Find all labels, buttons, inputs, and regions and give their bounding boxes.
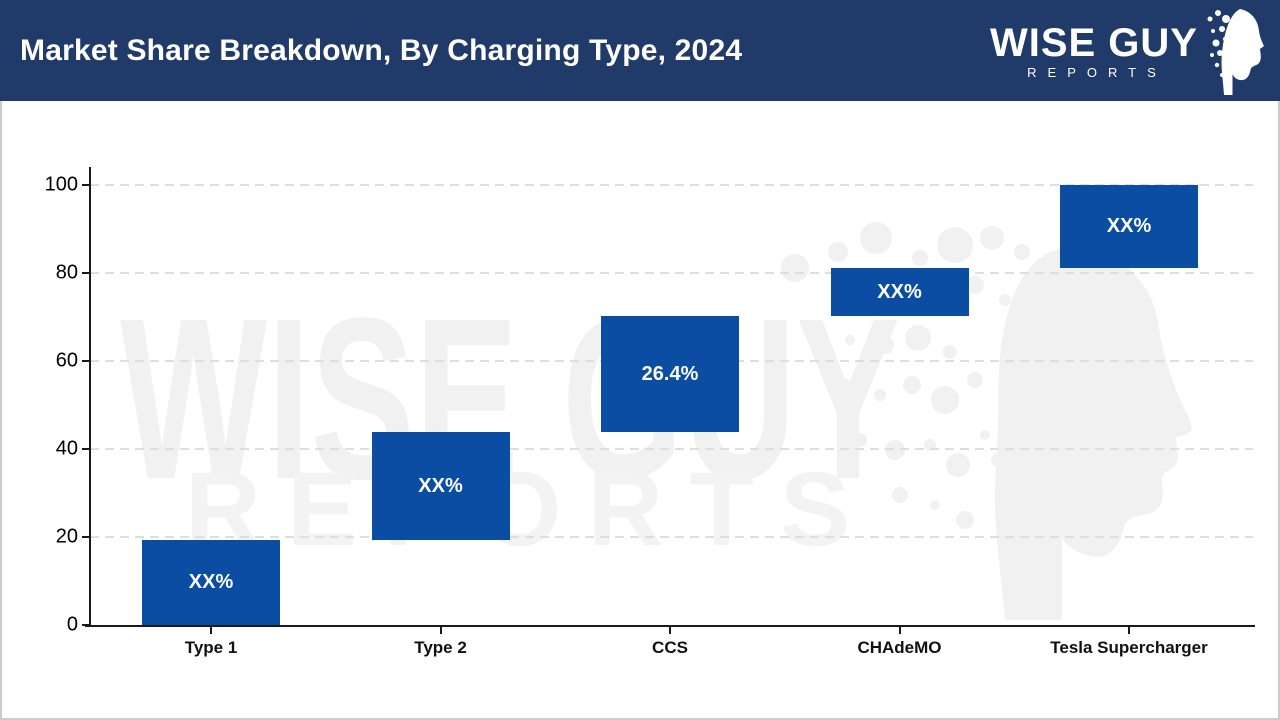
- gridline-100: [90, 184, 1253, 186]
- x-tick-mark-4: [898, 627, 901, 634]
- page-border-right: [1278, 101, 1280, 720]
- logo-face-icon: [1207, 8, 1264, 95]
- bar-value-label: XX%: [1106, 215, 1152, 238]
- y-tick-label-100: 100: [44, 173, 78, 196]
- watermark-wiseguy-text: WISE GUY: [120, 270, 900, 527]
- x-tick-mark-2: [439, 627, 442, 634]
- y-tick-label-80: 80: [55, 261, 78, 284]
- y-tick-mark-60: [82, 360, 89, 362]
- gridline-20: [90, 536, 1253, 538]
- y-tick-label-0: 0: [66, 613, 78, 636]
- page-border-bottom: [0, 718, 1280, 720]
- y-tick-label-20: 20: [55, 525, 78, 548]
- watermark-reports-text: REPORTS: [185, 451, 850, 568]
- logo-name-text: WISE GUY: [989, 20, 1198, 65]
- logo-wordmark: WISE GUY REPORTS: [990, 23, 1198, 79]
- bar-ccs: 26.4%: [601, 316, 739, 433]
- bar-type-1: XX%: [142, 540, 280, 625]
- x-category-label-tesla-supercharger: Tesla Supercharger: [1050, 638, 1208, 657]
- y-axis: [89, 167, 91, 627]
- bar-chademo: XX%: [830, 268, 969, 317]
- bar-value-label: 26.4%: [641, 362, 699, 385]
- x-tick-mark-1: [210, 627, 212, 634]
- y-tick-mark-0: [82, 624, 89, 626]
- y-tick-label-60: 60: [55, 349, 78, 372]
- x-tick-mark-5: [1128, 627, 1130, 634]
- gridline-80: [90, 272, 1253, 274]
- y-tick-mark-80: [82, 272, 89, 274]
- x-tick-mark-3: [669, 627, 671, 634]
- x-category-label-type-1: Type 1: [184, 638, 238, 657]
- bar-tesla-supercharger: XX%: [1060, 185, 1198, 269]
- header-bar: Market Share Breakdown, By Charging Type…: [0, 0, 1280, 101]
- y-tick-mark-40: [82, 448, 89, 450]
- bar-value-label: XX%: [877, 280, 922, 303]
- watermark-face-profile: [994, 247, 1192, 620]
- x-category-label-ccs: CCS: [652, 638, 688, 657]
- gridline-40: [90, 448, 1253, 450]
- bar-type-2: XX%: [371, 432, 510, 541]
- x-category-label-type-2: Type 2: [414, 638, 467, 657]
- x-axis: [85, 625, 1255, 627]
- page-border-left: [0, 101, 2, 720]
- chart-title: Market Share Breakdown, By Charging Type…: [20, 33, 743, 67]
- wise-guy-logo: WISE GUY REPORTS: [990, 5, 1266, 97]
- y-tick-mark-100: [82, 184, 89, 186]
- logo-reports-text: REPORTS: [1027, 64, 1167, 80]
- x-category-label-chademo: CHAdeMO: [857, 638, 942, 657]
- bar-value-label: XX%: [188, 571, 234, 594]
- y-tick-mark-20: [82, 536, 89, 538]
- y-tick-label-40: 40: [55, 437, 78, 460]
- bar-value-label: XX%: [418, 474, 463, 497]
